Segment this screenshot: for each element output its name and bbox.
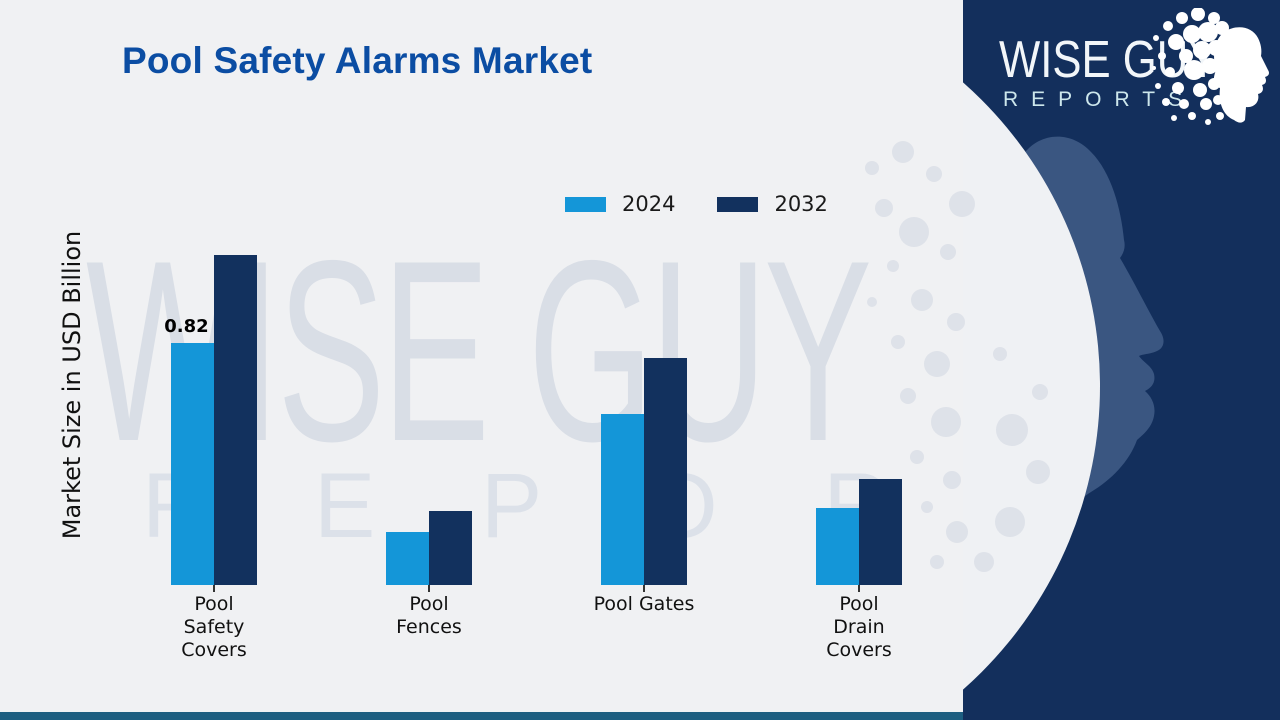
- bottom-accent-bar: [0, 712, 963, 720]
- decorative-dot: [887, 260, 899, 272]
- bar-2024-pool-fences: [386, 532, 429, 585]
- chart-legend: 2024 2032: [565, 192, 828, 216]
- decorative-dot: [910, 450, 924, 464]
- brand-reports-label: REPORTS: [1003, 88, 1196, 111]
- category-label-pool-drain-covers: Pool Drain Covers: [826, 593, 892, 661]
- legend-swatch-2032: [717, 196, 759, 212]
- decorative-dot: [943, 471, 961, 489]
- decorative-dot: [865, 161, 879, 175]
- logo-dotted-face-icon: [1152, 8, 1269, 125]
- decorative-dot: [921, 501, 933, 513]
- bar-2032-pool-gates: [644, 358, 687, 585]
- bar-2024-pool-drain-covers: [816, 508, 859, 585]
- x-axis-tick: [213, 585, 215, 592]
- bar-2032-pool-fences: [429, 511, 472, 585]
- bar-2032-pool-safety-covers: [214, 255, 257, 585]
- decorative-dot: [996, 414, 1028, 446]
- legend-swatch-2024: [565, 196, 606, 212]
- decorative-dot: [974, 552, 994, 572]
- decorative-dot: [875, 199, 893, 217]
- legend-label-2024: 2024: [622, 192, 676, 216]
- x-axis-tick: [858, 585, 860, 592]
- legend-item-2032: 2032: [717, 192, 828, 216]
- decorative-dot: [900, 388, 916, 404]
- decorative-dot: [949, 191, 975, 217]
- decorative-dot: [930, 555, 944, 569]
- decorative-dot: [891, 335, 905, 349]
- decorative-dot: [946, 521, 968, 543]
- brand-panel: WISE GUY REPORTS: [963, 0, 1280, 720]
- decorative-dot: [926, 166, 942, 182]
- category-label-pool-fences: Pool Fences: [396, 593, 462, 638]
- bar-value-label: 0.82: [164, 316, 209, 337]
- page-title: Pool Safety Alarms Market: [122, 40, 593, 81]
- bar-2024-pool-safety-covers: [171, 343, 214, 585]
- decorative-dot: [867, 297, 877, 307]
- decorative-dot: [1032, 384, 1048, 400]
- decorative-dot: [947, 313, 965, 331]
- decorative-dot: [993, 347, 1007, 361]
- decorative-dot: [995, 507, 1025, 537]
- x-axis-tick: [643, 585, 645, 592]
- decorative-dot: [911, 289, 933, 311]
- decorative-dot: [892, 141, 914, 163]
- decorative-dot: [1026, 460, 1050, 484]
- category-label-pool-safety-covers: Pool Safety Covers: [181, 593, 247, 661]
- decorative-dot: [931, 407, 961, 437]
- x-axis-tick: [428, 585, 430, 592]
- decorative-dot: [924, 351, 950, 377]
- decorative-dot: [940, 244, 956, 260]
- y-axis-label: Market Size in USD Billion: [58, 230, 86, 540]
- legend-label-2032: 2032: [774, 192, 828, 216]
- decorative-dot: [899, 217, 929, 247]
- bar-2024-pool-gates: [601, 414, 644, 585]
- category-label-pool-gates: Pool Gates: [593, 593, 695, 615]
- legend-item-2024: 2024: [565, 192, 675, 216]
- bar-2032-pool-drain-covers: [859, 479, 902, 585]
